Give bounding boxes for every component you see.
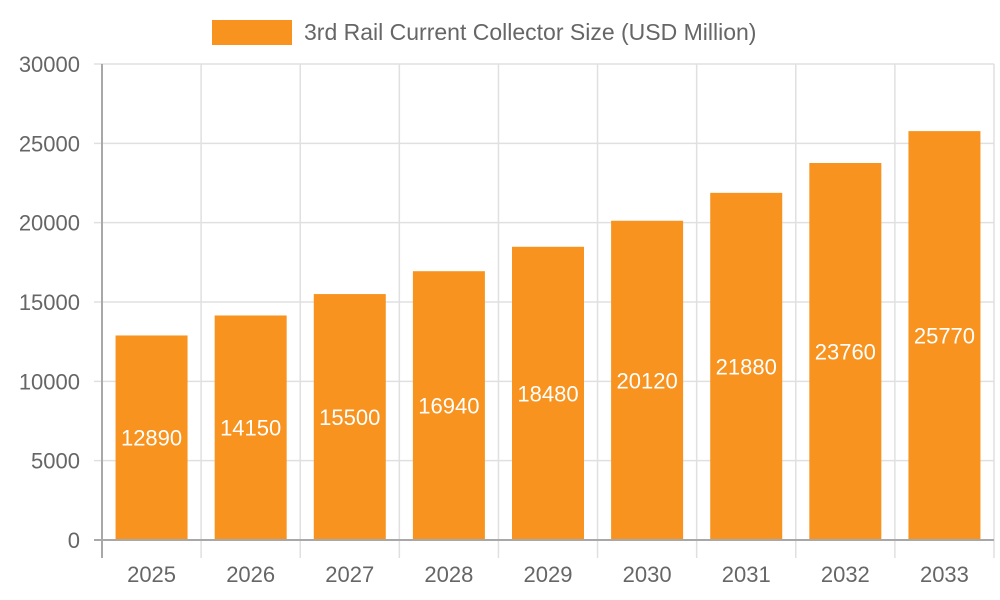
bar-value-label: 14150 (220, 416, 281, 441)
axis-labels: 0 5000 10000 15000 20000 25000 30000 2025 2026 20… (19, 52, 969, 587)
bar-value-label: 12890 (121, 426, 182, 451)
bar-value-label: 21880 (716, 354, 777, 379)
bar[interactable] (908, 131, 981, 540)
x-tick-label: 2030 (623, 562, 672, 587)
bar[interactable] (512, 246, 584, 540)
x-tick-label: 2032 (821, 562, 870, 587)
y-tick-label: 0 (68, 528, 80, 553)
bars: 12890 14150 15500 16940 18480 20120 21880 23760… (115, 131, 981, 540)
y-tick-label: 5000 (31, 449, 80, 474)
x-tick-label: 2026 (226, 562, 275, 587)
y-tick-label: 20000 (19, 211, 80, 236)
bar-value-label: 25770 (914, 324, 975, 349)
bar-value-label: 23760 (815, 340, 876, 365)
axes (94, 64, 994, 558)
y-tick-label: 10000 (19, 369, 80, 394)
bar[interactable] (809, 163, 882, 540)
x-tick-label: 2033 (920, 562, 969, 587)
legend-swatch (212, 19, 292, 45)
x-tick-label: 2031 (722, 562, 771, 587)
bar[interactable] (115, 335, 188, 540)
y-tick-label: 25000 (19, 131, 80, 156)
x-tick-label: 2027 (325, 562, 374, 587)
x-tick-label: 2028 (424, 562, 473, 587)
x-tick-label: 2025 (127, 562, 176, 587)
bar[interactable] (412, 271, 485, 540)
x-tick-label: 2029 (524, 562, 573, 587)
bar[interactable] (611, 220, 684, 540)
bar-value-label: 15500 (319, 405, 380, 430)
bar-value-label: 18480 (517, 381, 578, 406)
bar[interactable] (313, 294, 386, 540)
bar[interactable] (214, 315, 287, 540)
bar[interactable] (710, 192, 783, 540)
legend-label: 3rd Rail Current Collector Size (USD Mil… (304, 18, 757, 45)
bar-value-label: 20120 (617, 368, 678, 393)
chart-legend[interactable]: 3rd Rail Current Collector Size (USD Mil… (212, 18, 756, 46)
y-tick-label: 15000 (19, 290, 80, 315)
bar-value-label: 16940 (418, 394, 479, 419)
y-tick-label: 30000 (19, 52, 80, 77)
